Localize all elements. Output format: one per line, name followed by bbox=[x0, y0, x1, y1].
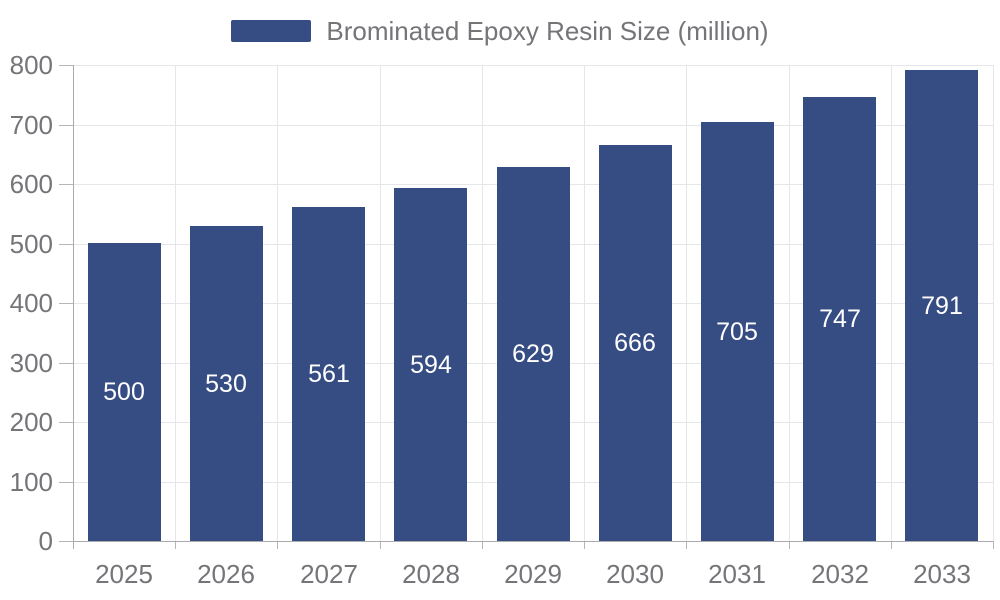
bar-2032[interactable] bbox=[803, 97, 876, 541]
x-axis-line bbox=[73, 541, 993, 542]
x-gridline bbox=[993, 65, 994, 541]
y-axis-tick bbox=[59, 541, 73, 542]
x-axis-tick bbox=[584, 541, 585, 549]
x-axis-tick bbox=[175, 541, 176, 549]
bar-2033[interactable] bbox=[905, 70, 978, 541]
y-gridline bbox=[73, 125, 993, 126]
y-axis-tick-label: 100 bbox=[9, 467, 53, 497]
x-axis-label-2025: 2025 bbox=[95, 559, 153, 589]
x-gridline bbox=[789, 65, 790, 541]
x-gridline bbox=[686, 65, 687, 541]
x-axis-tick bbox=[482, 541, 483, 549]
y-axis-tick-label: 500 bbox=[9, 229, 53, 259]
x-gridline bbox=[380, 65, 381, 541]
x-gridline bbox=[891, 65, 892, 541]
bar-2025[interactable] bbox=[88, 243, 161, 541]
x-axis-label-2032: 2032 bbox=[811, 559, 869, 589]
x-axis-label-2027: 2027 bbox=[300, 559, 358, 589]
x-axis-label-2029: 2029 bbox=[504, 559, 562, 589]
bar-2026[interactable] bbox=[190, 226, 263, 541]
y-axis-tick-label: 400 bbox=[9, 288, 53, 318]
x-gridline bbox=[175, 65, 176, 541]
legend-swatch bbox=[231, 20, 312, 42]
y-axis-tick bbox=[59, 363, 73, 364]
x-axis-tick bbox=[993, 541, 994, 549]
x-axis-label-2030: 2030 bbox=[606, 559, 664, 589]
x-axis-tick bbox=[277, 541, 278, 549]
y-axis-tick bbox=[59, 244, 73, 245]
y-axis-tick bbox=[59, 422, 73, 423]
x-axis-tick bbox=[891, 541, 892, 549]
y-axis-tick bbox=[59, 125, 73, 126]
legend-item[interactable]: Brominated Epoxy Resin Size (million) bbox=[0, 16, 1000, 46]
x-gridline bbox=[584, 65, 585, 541]
x-axis-tick bbox=[686, 541, 687, 549]
y-axis-tick-label: 600 bbox=[9, 169, 53, 199]
legend-label: Brominated Epoxy Resin Size (million) bbox=[326, 16, 769, 46]
y-axis-tick bbox=[59, 184, 73, 185]
bar-2027[interactable] bbox=[292, 207, 365, 541]
x-axis-label-2031: 2031 bbox=[708, 559, 766, 589]
y-gridline bbox=[73, 65, 993, 66]
x-gridline bbox=[482, 65, 483, 541]
y-axis-tick-label: 0 bbox=[38, 526, 53, 556]
x-gridline bbox=[277, 65, 278, 541]
y-axis-tick-label: 300 bbox=[9, 348, 53, 378]
y-axis-line bbox=[73, 65, 74, 549]
y-axis-tick bbox=[59, 482, 73, 483]
x-axis-tick bbox=[789, 541, 790, 549]
x-axis-tick bbox=[380, 541, 381, 549]
y-axis-tick-label: 800 bbox=[9, 50, 53, 80]
bar-2029[interactable] bbox=[497, 167, 570, 541]
y-axis-tick-label: 700 bbox=[9, 110, 53, 140]
y-axis-tick-label: 200 bbox=[9, 407, 53, 437]
y-axis-tick bbox=[59, 303, 73, 304]
x-axis-label-2028: 2028 bbox=[402, 559, 460, 589]
x-axis-label-2026: 2026 bbox=[197, 559, 255, 589]
bar-2031[interactable] bbox=[701, 122, 774, 541]
x-axis-label-2033: 2033 bbox=[913, 559, 971, 589]
bar-2028[interactable] bbox=[394, 188, 467, 541]
bar-2030[interactable] bbox=[599, 145, 672, 541]
y-axis-tick bbox=[59, 65, 73, 66]
